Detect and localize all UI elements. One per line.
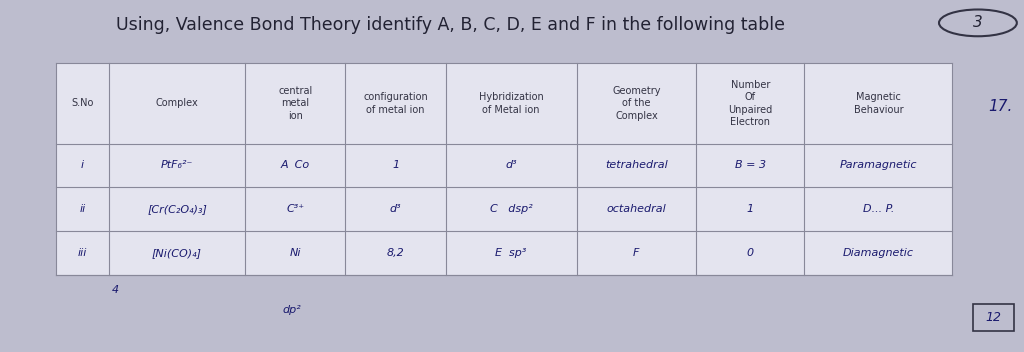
- Text: 12: 12: [985, 311, 1001, 324]
- Text: ii: ii: [80, 204, 86, 214]
- Text: 3: 3: [973, 15, 983, 30]
- Text: tetrahedral: tetrahedral: [605, 161, 668, 170]
- Text: 1: 1: [746, 204, 754, 214]
- Text: Magnetic
Behaviour: Magnetic Behaviour: [854, 92, 903, 115]
- Text: Diamagnetic: Diamagnetic: [843, 248, 913, 258]
- Bar: [56, 63, 952, 275]
- Text: octahedral: octahedral: [606, 204, 667, 214]
- Text: C   dsp²: C dsp²: [489, 204, 532, 214]
- Text: 17.: 17.: [988, 99, 1013, 114]
- Text: 8,2: 8,2: [387, 248, 404, 258]
- Text: [Ni(CO)₄]: [Ni(CO)₄]: [152, 248, 202, 258]
- Text: configuration
of metal ion: configuration of metal ion: [364, 92, 428, 115]
- Text: PtF₆²⁻: PtF₆²⁻: [161, 161, 194, 170]
- Text: Paramagnetic: Paramagnetic: [840, 161, 918, 170]
- Text: 0: 0: [746, 248, 754, 258]
- Text: F: F: [633, 248, 640, 258]
- Text: B = 3: B = 3: [734, 161, 766, 170]
- Text: d³: d³: [390, 204, 401, 214]
- Text: [Cr(C₂O₄)₃]: [Cr(C₂O₄)₃]: [147, 204, 207, 214]
- Text: Complex: Complex: [156, 99, 199, 108]
- Text: 4: 4: [113, 285, 119, 295]
- Text: A  Co: A Co: [281, 161, 310, 170]
- Text: D... P.: D... P.: [862, 204, 894, 214]
- Text: central
metal
ion: central metal ion: [279, 86, 312, 121]
- Text: i: i: [81, 161, 84, 170]
- Text: Using, Valence Bond Theory identify A, B, C, D, E and F in the following table: Using, Valence Bond Theory identify A, B…: [116, 16, 785, 34]
- Text: E  sp³: E sp³: [496, 248, 526, 258]
- Text: C³⁺: C³⁺: [287, 204, 304, 214]
- Bar: [973, 304, 1014, 331]
- Text: iii: iii: [78, 248, 87, 258]
- Text: Ni: Ni: [290, 248, 301, 258]
- Text: d³: d³: [505, 161, 517, 170]
- Text: dp²: dp²: [283, 305, 301, 315]
- Text: Geometry
of the
Complex: Geometry of the Complex: [612, 86, 660, 121]
- Text: Number
Of
Unpaired
Electron: Number Of Unpaired Electron: [728, 80, 772, 127]
- Text: Hybridization
of Metal ion: Hybridization of Metal ion: [479, 92, 544, 115]
- Text: 1: 1: [392, 161, 399, 170]
- Text: S.No: S.No: [72, 99, 93, 108]
